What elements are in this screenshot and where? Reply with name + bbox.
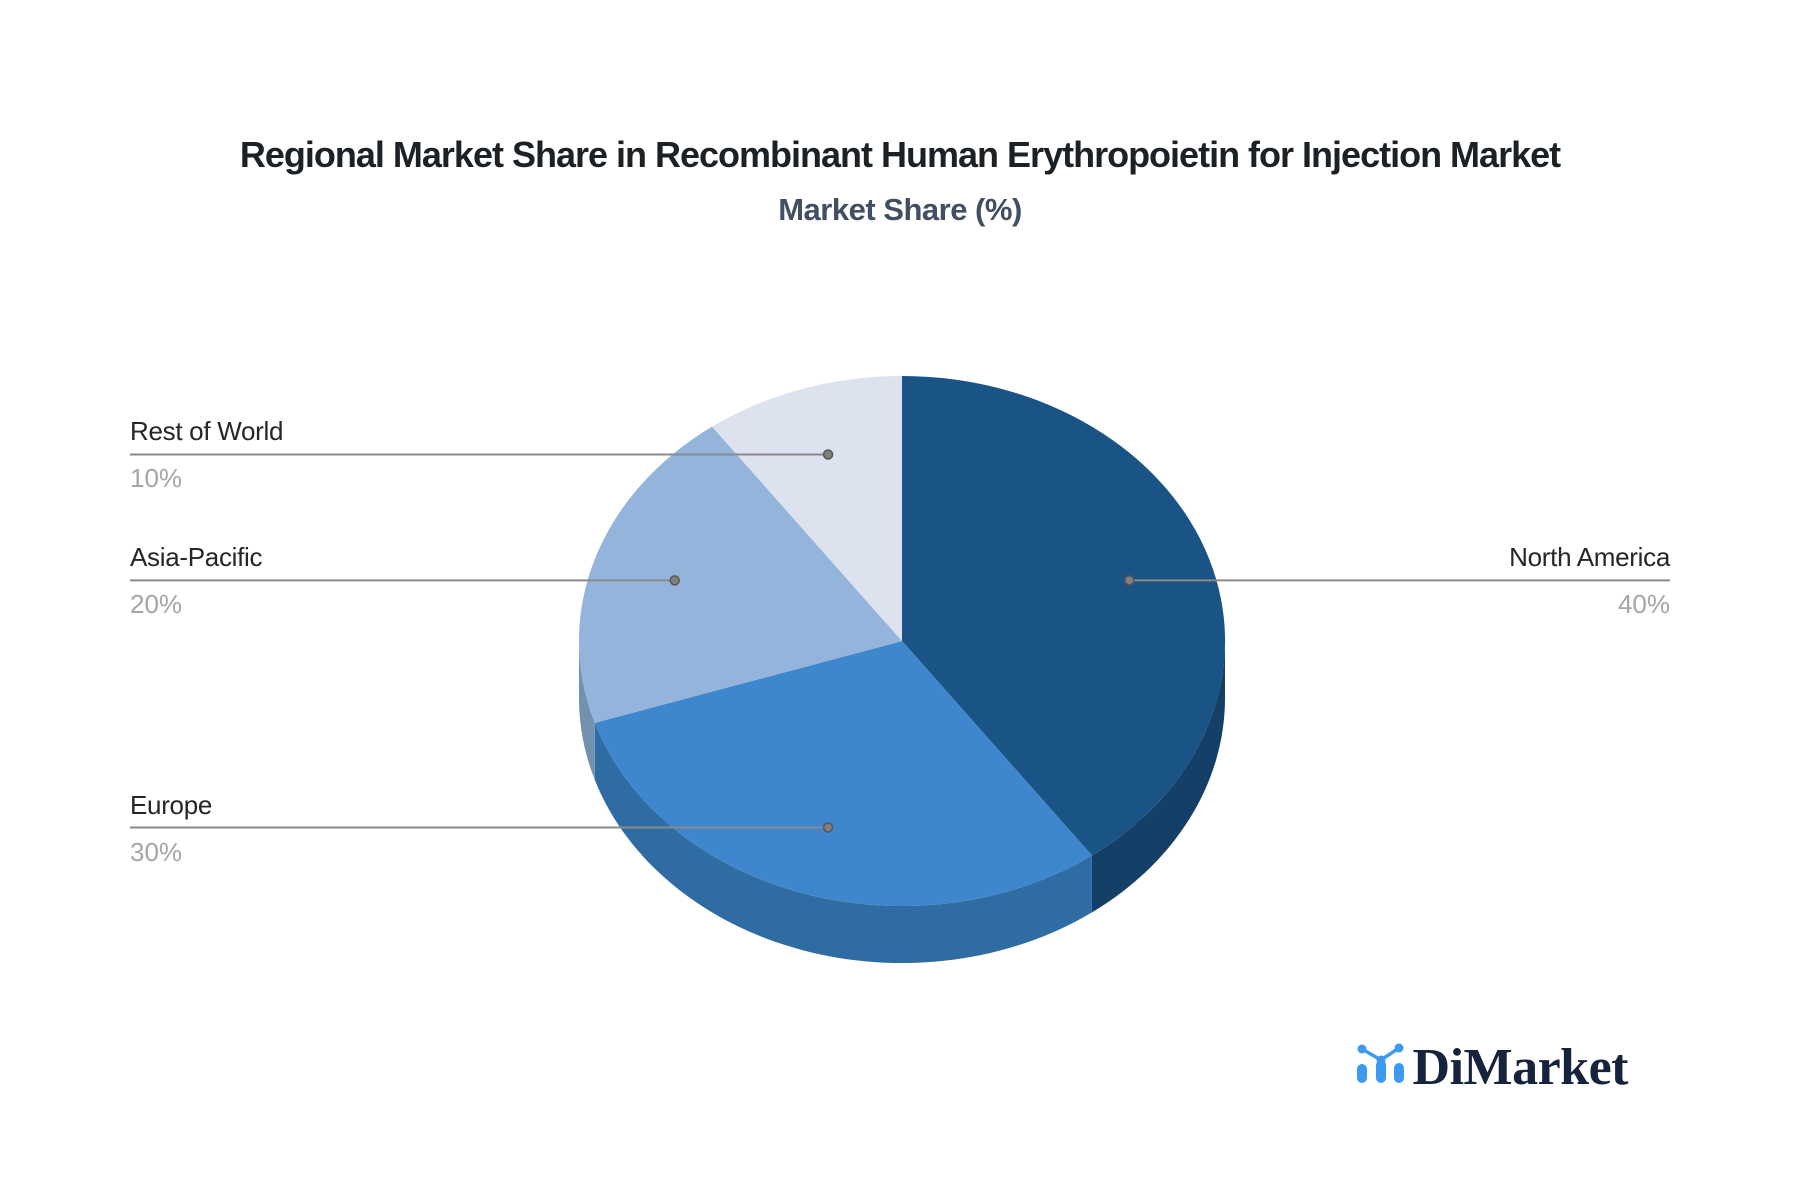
pie-slice-europe[interactable] <box>594 641 1092 907</box>
brand-wordmark: DiMarket <box>1412 1039 1629 1096</box>
pie-slice-rest-of-world[interactable] <box>712 376 902 641</box>
chart-title: Regional Market Share in Recombinant Hum… <box>239 134 1561 175</box>
pie-slice-side-asia-pacific <box>579 641 595 780</box>
chart-subtitle: Market Share (%) <box>778 192 1022 227</box>
callout-label-rest-of-world: Rest of World <box>130 416 284 447</box>
callout-value-north-america: 40% <box>1617 589 1670 620</box>
callout-label-europe: Europe <box>130 789 213 820</box>
brand-bar <box>1375 1060 1386 1083</box>
leader-dot-asia-pacific <box>669 575 680 586</box>
callout-label-north-america: North America <box>1509 542 1670 573</box>
leader-dot-europe <box>822 822 834 833</box>
brand-dot <box>1376 1055 1386 1065</box>
callout-label-asia-pacific: Asia-Pacific <box>130 542 263 573</box>
pie-slice-side-north-america <box>1091 641 1226 913</box>
pie-slice-asia-pacific[interactable] <box>578 426 902 723</box>
pie-slice-north-america[interactable] <box>902 376 1226 856</box>
leader-dot-rest-of-world <box>822 449 834 460</box>
brand-dot <box>1394 1043 1404 1053</box>
brand-bar <box>1356 1064 1367 1083</box>
bar-line-chart-icon <box>1356 1043 1404 1083</box>
pie-slice-side-europe <box>594 722 1092 964</box>
callout-value-asia-pacific: 20% <box>130 589 183 620</box>
dimarket-logo[interactable]: DiMarket <box>1356 1042 1629 1094</box>
callout-value-rest-of-world: 10% <box>130 463 183 494</box>
leader-dot-north-america <box>1124 575 1135 586</box>
brand-bar <box>1393 1063 1404 1083</box>
callout-value-europe: 30% <box>130 836 183 867</box>
brand-dot <box>1357 1044 1367 1054</box>
